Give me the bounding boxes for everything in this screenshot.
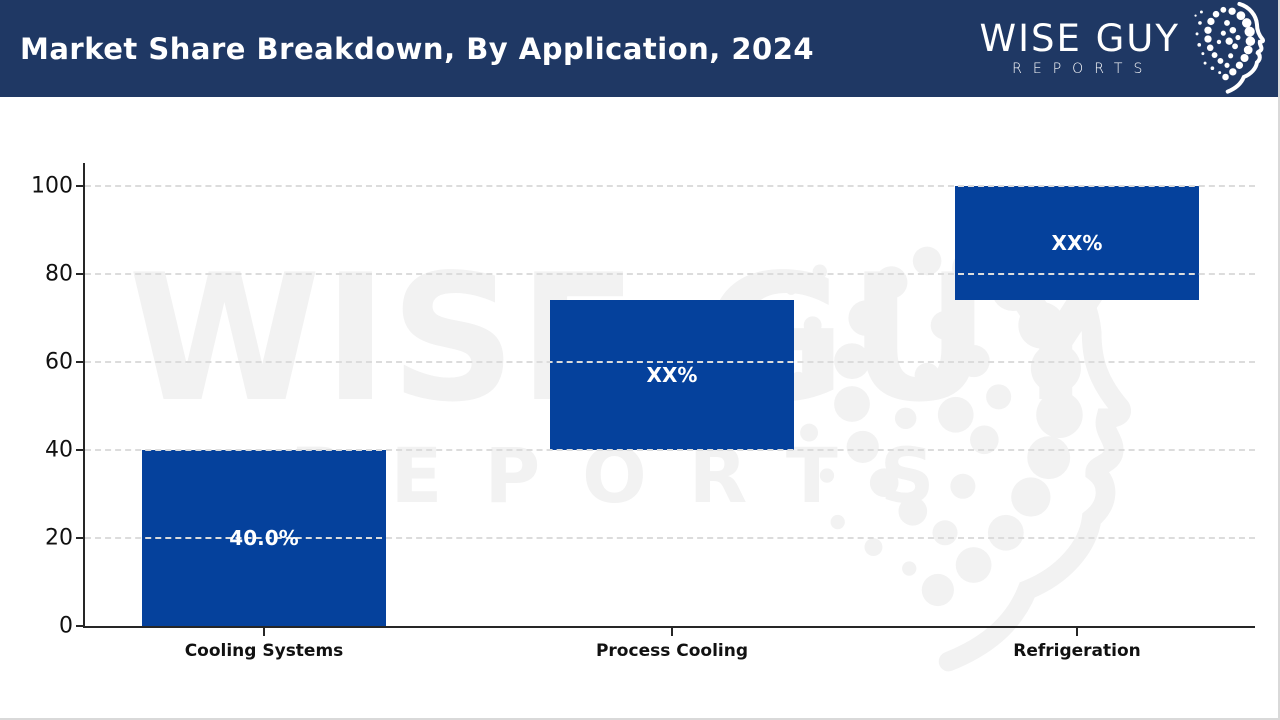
logo-wiseguy-label: WISE GUY [979,17,1180,61]
wiseguy-logo: WISE GUY REPORTS [980,0,1270,97]
wiseguy-logo-text: WISE GUY REPORTS [979,17,1180,77]
y-tick-20 [76,537,84,539]
bar-value-label-2: XX% [646,363,698,388]
x-label-cooling-systems: Cooling Systems [184,641,344,661]
x-label-process-cooling: Process Cooling [595,641,749,661]
chart-title: Market Share Breakdown, By Application, … [20,31,815,66]
bar-value-label-3: XX% [1051,231,1103,256]
y-tick-label-60: 60 [45,349,73,375]
x-axis-line [83,626,1255,628]
gridline-40 [85,449,1255,451]
bar-process-cooling [550,300,794,450]
wiseguy-face-icon [1184,1,1270,96]
y-tick-label-80: 80 [45,261,73,287]
y-tick-label-100: 100 [31,173,73,199]
y-axis-line [83,163,85,628]
y-tick-0 [76,625,84,627]
logo-reports-label: REPORTS [1012,60,1154,77]
x-tick-1 [263,628,265,636]
y-tick-80 [76,273,84,275]
y-tick-60 [76,361,84,363]
y-tick-label-40: 40 [45,437,73,463]
bar-value-label-1: 40.0% [229,526,299,550]
x-tick-2 [671,628,673,636]
y-tick-40 [76,449,84,451]
gridline-60 [85,361,1255,363]
y-tick-label-20: 20 [45,525,73,551]
header: Market Share Breakdown, By Application, … [0,0,1278,97]
gridline-100 [85,185,1255,187]
gridline-80 [85,273,1255,275]
x-label-refrigeration: Refrigeration [1013,641,1141,661]
y-tick-100 [76,185,84,187]
y-tick-label-0: 0 [59,613,73,639]
x-tick-3 [1076,628,1078,636]
gridline-20 [85,537,1255,539]
